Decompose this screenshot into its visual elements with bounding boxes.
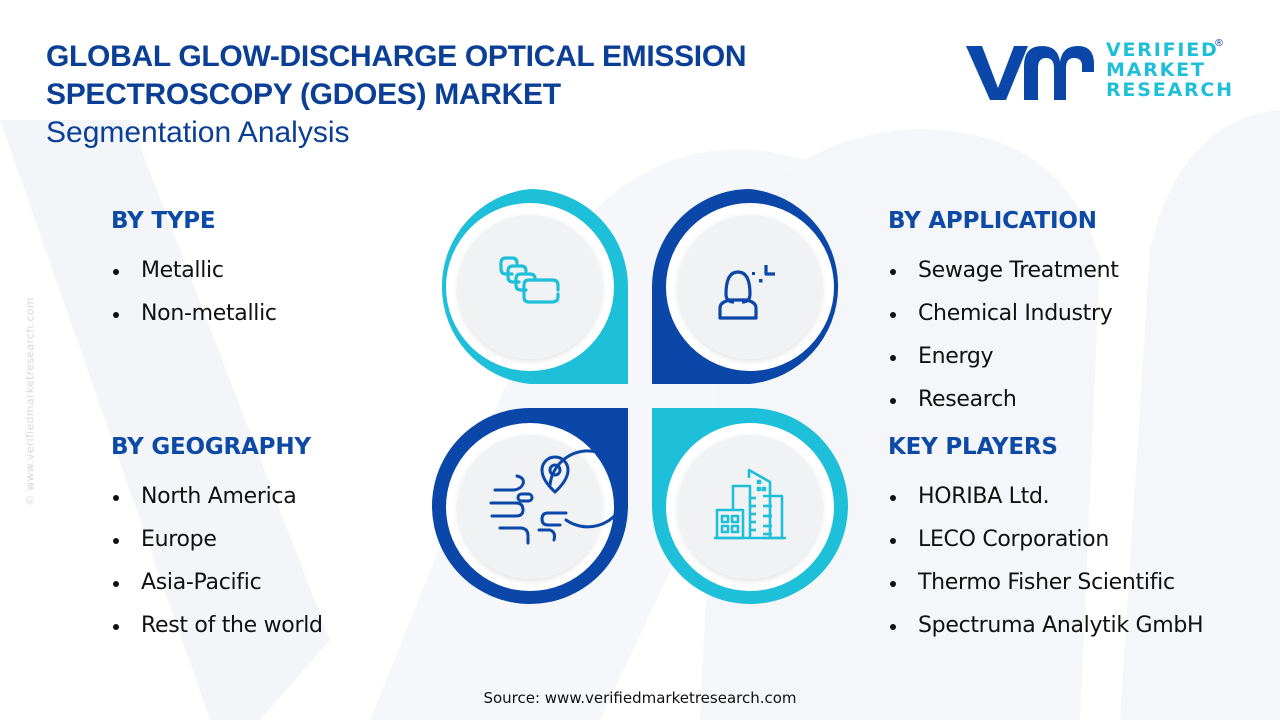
segment-key-players: KEY PLAYERS HORIBA Ltd. LECO Corporation… bbox=[888, 433, 1204, 647]
list-item: North America bbox=[111, 475, 323, 518]
vmr-logo-mark-icon bbox=[966, 46, 1094, 100]
list-item: Thermo Fisher Scientific bbox=[888, 561, 1203, 604]
segment-list: HORIBA Ltd. LECO Corporation Thermo Fish… bbox=[888, 475, 1204, 647]
source-citation: Source: www.verifiedmarketresearch.com bbox=[483, 689, 797, 707]
segment-list: Metallic Non-metallic bbox=[111, 249, 277, 335]
list-item: Europe bbox=[111, 518, 323, 561]
list-item: Spectruma Analytik GmbH bbox=[888, 604, 1204, 647]
title-line-2: SPECTROSCOPY (GDOES) MARKET bbox=[46, 78, 561, 111]
logo-wordmark: VERIFIED MARKET RESEARCH bbox=[1106, 40, 1234, 100]
watermark-url: © www.verifiedmarketresearch.com bbox=[23, 297, 37, 506]
tile-by-geography bbox=[432, 408, 628, 604]
segment-list: North America Europe Asia-Pacific Rest o… bbox=[111, 475, 323, 647]
list-item: Sewage Treatment bbox=[888, 249, 1119, 292]
list-item: Non-metallic bbox=[111, 292, 277, 335]
list-item: Asia-Pacific bbox=[111, 561, 323, 604]
tile-by-type bbox=[441, 189, 628, 384]
title-line-1: GLOBAL GLOW-DISCHARGE OPTICAL EMISSION bbox=[46, 40, 747, 73]
buildings-icon bbox=[714, 468, 786, 540]
registered-mark: ® bbox=[1214, 38, 1224, 49]
vmr-logo: VERIFIED MARKET RESEARCH ® bbox=[962, 38, 1232, 104]
segment-heading: BY GEOGRAPHY bbox=[111, 434, 311, 460]
tile-by-application bbox=[652, 189, 839, 384]
list-item: Rest of the world bbox=[111, 604, 323, 647]
segment-by-type: BY TYPE Metallic Non-metallic bbox=[111, 207, 277, 335]
segmentation-diagram bbox=[432, 189, 848, 604]
page-subtitle: Segmentation Analysis bbox=[46, 116, 350, 149]
logo-line-market: MARKET bbox=[1106, 59, 1206, 81]
page-title: GLOBAL GLOW-DISCHARGE OPTICAL EMISSION S… bbox=[46, 38, 747, 152]
list-item: Energy bbox=[888, 335, 1119, 378]
segment-by-geography: BY GEOGRAPHY North America Europe Asia-P… bbox=[111, 433, 323, 647]
segment-by-application: BY APPLICATION Sewage Treatment Chemical… bbox=[888, 207, 1119, 421]
list-item: LECO Corporation bbox=[888, 518, 1203, 561]
list-item: HORIBA Ltd. bbox=[888, 475, 1203, 518]
user-analysis-icon bbox=[718, 265, 775, 320]
stacked-cards-icon bbox=[499, 256, 560, 304]
list-item: Metallic bbox=[111, 249, 277, 292]
logo-line-research: RESEARCH bbox=[1106, 79, 1234, 101]
segment-heading: BY TYPE bbox=[111, 208, 216, 234]
list-item: Research bbox=[888, 378, 1119, 421]
segment-heading: BY APPLICATION bbox=[888, 208, 1097, 234]
segment-list: Sewage Treatment Chemical Industry Energ… bbox=[888, 249, 1119, 421]
list-item: Chemical Industry bbox=[888, 292, 1119, 335]
globe-location-icon bbox=[489, 449, 628, 545]
segment-heading: KEY PLAYERS bbox=[888, 434, 1058, 460]
logo-line-verified: VERIFIED bbox=[1106, 39, 1219, 61]
